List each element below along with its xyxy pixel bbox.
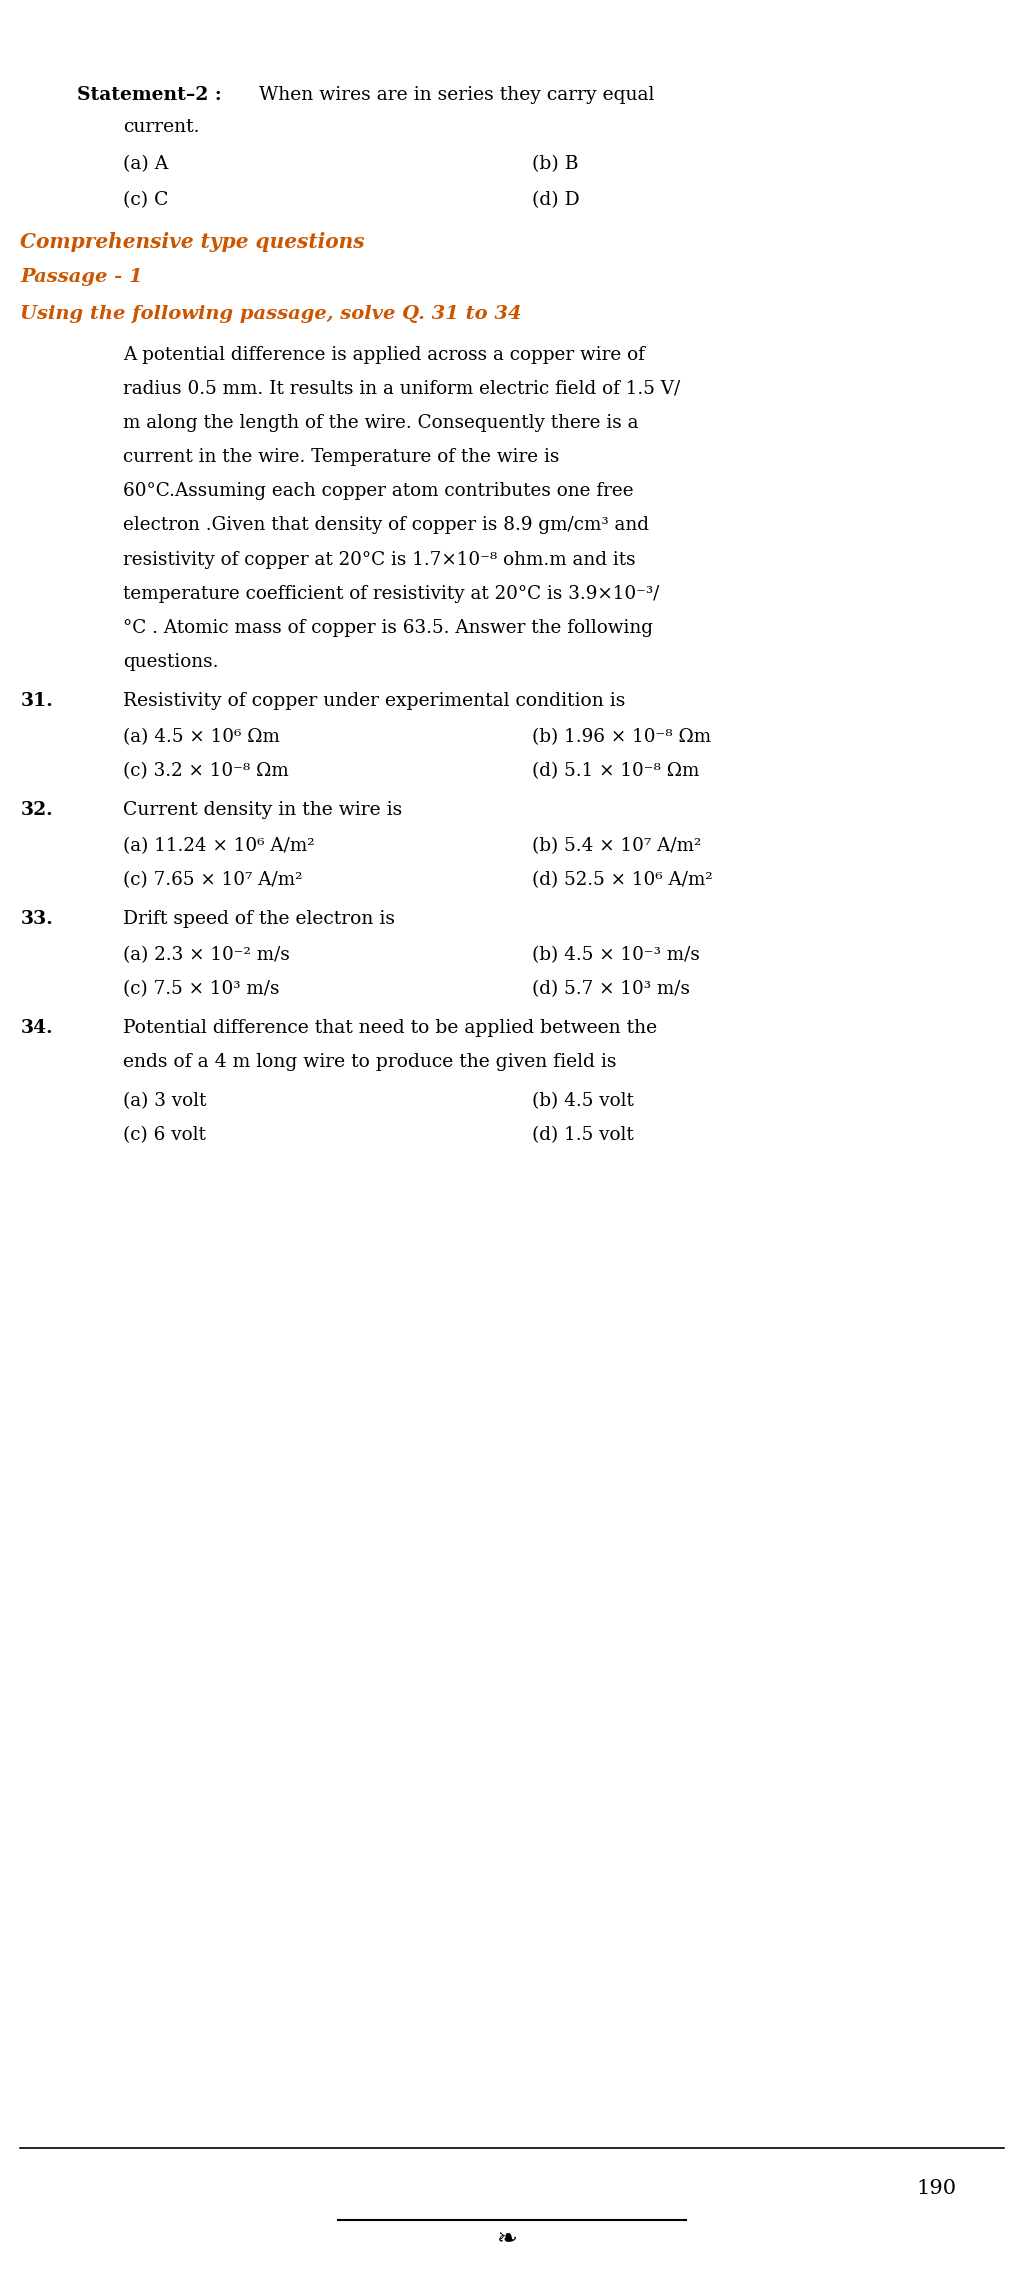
Text: radius 0.5 mm. It results in a uniform electric field of 1.5 V/: radius 0.5 mm. It results in a uniform e… (123, 380, 680, 398)
Text: (a) A: (a) A (123, 155, 168, 173)
Text: m along the length of the wire. Consequently there is a: m along the length of the wire. Conseque… (123, 414, 638, 432)
Text: Current density in the wire is: Current density in the wire is (123, 801, 402, 819)
Text: (a) 3 volt: (a) 3 volt (123, 1092, 206, 1110)
Text: (c) 7.5 × 10³ m/s: (c) 7.5 × 10³ m/s (123, 981, 280, 999)
Text: °C . Atomic mass of copper is 63.5. Answer the following: °C . Atomic mass of copper is 63.5. Answ… (123, 619, 653, 637)
Text: (d) D: (d) D (532, 191, 581, 209)
Text: Resistivity of copper under experimental condition is: Resistivity of copper under experimental… (123, 692, 626, 710)
Text: 190: 190 (916, 2179, 957, 2198)
Text: ❧: ❧ (497, 2227, 517, 2250)
Text: (d) 52.5 × 10⁶ A/m²: (d) 52.5 × 10⁶ A/m² (532, 871, 714, 890)
Text: (b) B: (b) B (532, 155, 579, 173)
Text: ends of a 4 m long wire to produce the given field is: ends of a 4 m long wire to produce the g… (123, 1053, 616, 1072)
Text: 32.: 32. (20, 801, 53, 819)
Text: current.: current. (123, 118, 200, 136)
Text: (b) 4.5 volt: (b) 4.5 volt (532, 1092, 634, 1110)
Text: (d) 5.1 × 10⁻⁸ Ωm: (d) 5.1 × 10⁻⁸ Ωm (532, 762, 699, 780)
Text: 60°C.Assuming each copper atom contributes one free: 60°C.Assuming each copper atom contribut… (123, 482, 634, 500)
Text: A potential difference is applied across a copper wire of: A potential difference is applied across… (123, 346, 645, 364)
Text: 34.: 34. (20, 1019, 53, 1037)
Text: current in the wire. Temperature of the wire is: current in the wire. Temperature of the … (123, 448, 559, 466)
Text: 33.: 33. (20, 910, 53, 928)
Text: (b) 5.4 × 10⁷ A/m²: (b) 5.4 × 10⁷ A/m² (532, 837, 701, 855)
Text: Using the following passage, solve Q. 31 to 34: Using the following passage, solve Q. 31… (20, 305, 522, 323)
Text: (c) C: (c) C (123, 191, 168, 209)
Text: (d) 5.7 × 10³ m/s: (d) 5.7 × 10³ m/s (532, 981, 690, 999)
Text: 31.: 31. (20, 692, 53, 710)
Text: (a) 4.5 × 10⁶ Ωm: (a) 4.5 × 10⁶ Ωm (123, 728, 280, 746)
Text: Statement–2 :: Statement–2 : (77, 86, 228, 105)
Text: (b) 4.5 × 10⁻³ m/s: (b) 4.5 × 10⁻³ m/s (532, 946, 700, 965)
Text: Potential difference that need to be applied between the: Potential difference that need to be app… (123, 1019, 657, 1037)
Text: Comprehensive type questions: Comprehensive type questions (20, 232, 366, 253)
Text: questions.: questions. (123, 653, 218, 671)
Text: (c) 7.65 × 10⁷ A/m²: (c) 7.65 × 10⁷ A/m² (123, 871, 302, 890)
Text: temperature coefficient of resistivity at 20°C is 3.9×10⁻³/: temperature coefficient of resistivity a… (123, 585, 659, 603)
Text: (c) 6 volt: (c) 6 volt (123, 1126, 206, 1144)
Text: When wires are in series they carry equal: When wires are in series they carry equa… (259, 86, 654, 105)
Text: electron .Given that density of copper is 8.9 gm/cm³ and: electron .Given that density of copper i… (123, 516, 649, 535)
Text: resistivity of copper at 20°C is 1.7×10⁻⁸ ohm.m and its: resistivity of copper at 20°C is 1.7×10⁻… (123, 551, 636, 569)
Text: (a) 2.3 × 10⁻² m/s: (a) 2.3 × 10⁻² m/s (123, 946, 290, 965)
Text: Drift speed of the electron is: Drift speed of the electron is (123, 910, 395, 928)
Text: (c) 3.2 × 10⁻⁸ Ωm: (c) 3.2 × 10⁻⁸ Ωm (123, 762, 289, 780)
Text: (a) 11.24 × 10⁶ A/m²: (a) 11.24 × 10⁶ A/m² (123, 837, 314, 855)
Text: Passage - 1: Passage - 1 (20, 268, 143, 287)
Text: (b) 1.96 × 10⁻⁸ Ωm: (b) 1.96 × 10⁻⁸ Ωm (532, 728, 712, 746)
Text: (d) 1.5 volt: (d) 1.5 volt (532, 1126, 634, 1144)
